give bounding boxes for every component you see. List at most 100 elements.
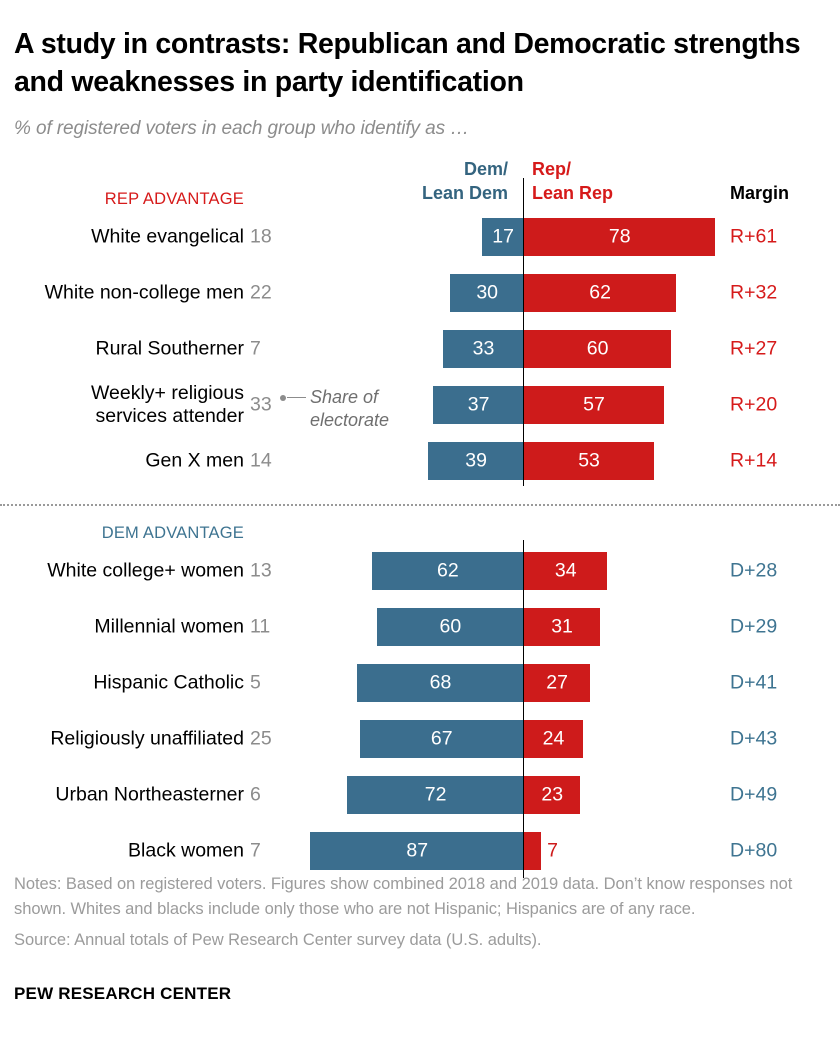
share-of-electorate-value: 13 xyxy=(250,559,272,582)
bar-rep xyxy=(524,385,664,424)
share-of-electorate-value: 18 xyxy=(250,225,272,248)
column-headers: Dem/ Lean Dem Rep/ Lean Rep Margin xyxy=(14,154,826,210)
row-label: Hispanic Catholic xyxy=(93,671,244,694)
section-label-dem: DEM ADVANTAGE xyxy=(101,523,244,542)
bar-rep-value: 53 xyxy=(578,449,600,472)
column-header-rep-line1: Rep/ xyxy=(532,158,572,179)
bar-rep xyxy=(524,217,716,256)
bar-dem-value: 33 xyxy=(472,337,495,360)
bar-dem-value: 68 xyxy=(429,671,452,694)
bar-rep-value: 27 xyxy=(546,671,568,694)
margin-value: R+27 xyxy=(730,337,778,360)
row-label-line1: Weekly+ religious xyxy=(90,381,244,404)
bar-rep xyxy=(524,329,672,368)
row-label: Black women xyxy=(128,839,244,862)
bar-rep xyxy=(524,775,581,814)
chart-footer: Notes: Based on registered voters. Figur… xyxy=(14,872,826,1004)
bar-rep xyxy=(524,663,591,702)
share-of-electorate-value: 11 xyxy=(250,615,271,638)
chart-row: White non-college men 22 30 62 R+32 xyxy=(14,270,826,316)
row-label: White non-college men xyxy=(44,281,244,304)
share-of-electorate-value: 7 xyxy=(250,839,261,862)
chart-row: Weekly+ religious services attender 33 37 57… xyxy=(14,382,826,428)
bar-rep-value: 23 xyxy=(541,783,564,806)
bar-dem xyxy=(371,551,524,590)
bar-rep xyxy=(524,607,601,646)
source-text: Source: Annual totals of Pew Research Ce… xyxy=(14,931,542,950)
column-header-rep: Rep/ Lean Rep xyxy=(532,158,732,206)
bar-dem xyxy=(357,663,524,702)
margin-value: R+61 xyxy=(730,225,778,248)
row-label-line2: services attender xyxy=(95,404,245,427)
row-label: Millennial women xyxy=(94,615,244,638)
row-label: White college+ women xyxy=(47,559,244,582)
bar-rep-value: 62 xyxy=(589,281,611,304)
chart-row: Hispanic Catholic 5 68 27 D+41 xyxy=(14,660,826,706)
share-of-electorate-value: 6 xyxy=(250,783,261,806)
pew-research-center-brand: PEW RESEARCH CENTER xyxy=(14,983,232,1003)
chart-row: Black women 7 87 7 D+80 xyxy=(14,828,826,874)
chart-row: Urban Northeasterner 6 72 23 D+49 xyxy=(14,772,826,818)
bar-dem-value: 17 xyxy=(492,225,514,248)
row-label: White evangelical xyxy=(91,225,244,248)
bar-dem xyxy=(376,607,524,646)
column-header-margin: Margin xyxy=(730,182,790,203)
bar-dem xyxy=(482,217,524,256)
margin-value: D+49 xyxy=(730,783,778,806)
bar-dem xyxy=(433,385,524,424)
bar-dem-value: 67 xyxy=(430,727,453,750)
chart-row: Rural Southerner 7 33 60 R+27 xyxy=(14,326,826,372)
margin-value: R+14 xyxy=(730,449,778,472)
share-of-electorate-value: 22 xyxy=(250,281,272,304)
row-label: Gen X men xyxy=(145,449,244,472)
section-divider xyxy=(0,503,840,506)
chart-row: Millennial women 11 60 31 D+29 xyxy=(14,604,826,650)
bar-dem-value: 72 xyxy=(424,783,447,806)
share-of-electorate-value: 5 xyxy=(250,671,261,694)
bar-dem-value: 39 xyxy=(465,449,487,472)
chart-row: White evangelical 18 17 78 R+61 xyxy=(14,214,826,260)
bar-dem xyxy=(347,775,524,814)
margin-value: D+29 xyxy=(730,615,778,638)
notes-text: Notes: Based on registered voters. Figur… xyxy=(14,875,793,919)
bar-rep xyxy=(524,441,655,480)
bar-dem-value: 60 xyxy=(439,615,462,638)
row-label: Rural Southerner xyxy=(95,337,245,360)
bar-dem-value: 37 xyxy=(467,393,490,416)
page-title: A study in contrasts: Republican and Dem… xyxy=(14,28,801,98)
row-label: Weekly+ religious services attender xyxy=(0,382,244,428)
column-header-rep-line2: Lean Rep xyxy=(532,182,614,203)
bar-rep-value: 24 xyxy=(542,727,565,750)
bar-dem xyxy=(450,273,524,312)
bar-dem-value: 87 xyxy=(406,839,429,862)
chart-row: White college+ women 13 62 34 D+28 xyxy=(14,548,826,594)
bar-dem xyxy=(442,329,524,368)
bar-rep xyxy=(524,831,542,870)
bar-dem xyxy=(428,441,524,480)
bar-dem xyxy=(310,831,524,870)
margin-value: D+28 xyxy=(730,559,778,582)
column-header-dem: Dem/ Lean Dem xyxy=(308,158,508,206)
margin-value: R+32 xyxy=(730,281,778,304)
share-of-electorate-value: 14 xyxy=(250,449,272,472)
bar-rep xyxy=(524,551,608,590)
row-label: Urban Northeasterner xyxy=(55,783,244,806)
column-header-dem-line2: Lean Dem xyxy=(421,182,508,203)
column-header-dem-line1: Dem/ xyxy=(463,158,508,179)
bar-dem-value: 30 xyxy=(476,281,499,304)
bar-rep xyxy=(524,273,677,312)
margin-value: D+41 xyxy=(730,671,778,694)
bar-rep-value: 7 xyxy=(547,839,559,862)
page-subtitle: % of registered voters in each group who… xyxy=(14,117,470,139)
bar-rep-value: 34 xyxy=(554,559,577,582)
share-of-electorate-value: 7 xyxy=(250,337,261,360)
bar-dem-value: 62 xyxy=(437,559,459,582)
margin-value: R+20 xyxy=(730,393,778,416)
margin-value: D+43 xyxy=(730,727,778,750)
section-label-rep: REP ADVANTAGE xyxy=(104,189,244,208)
center-axis-line xyxy=(523,177,524,486)
share-of-electorate-value: 25 xyxy=(250,727,272,750)
margin-value: D+80 xyxy=(730,839,778,862)
share-of-electorate-value: 33 xyxy=(250,393,272,416)
